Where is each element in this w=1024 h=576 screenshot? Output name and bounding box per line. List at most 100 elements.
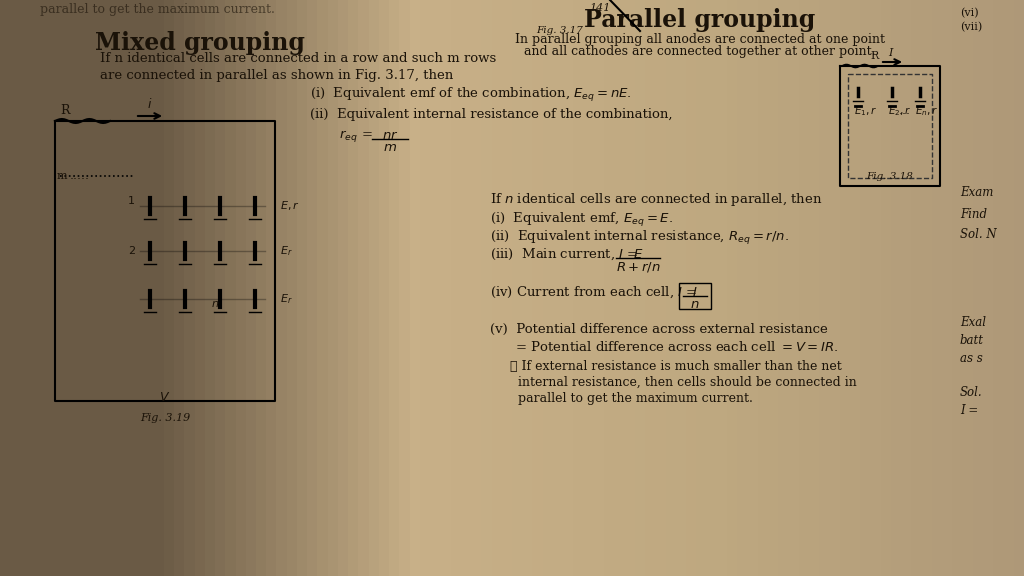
Text: $E_r$: $E_r$ xyxy=(280,244,293,258)
Bar xyxy=(287,0,297,576)
Text: Sol. N: Sol. N xyxy=(961,228,996,241)
Text: Fig. 3.19: Fig. 3.19 xyxy=(140,413,190,423)
Bar xyxy=(614,0,625,576)
Text: In parallel grouping all anodes are connected at one point: In parallel grouping all anodes are conn… xyxy=(515,33,885,46)
Text: 2: 2 xyxy=(128,246,135,256)
Text: batt: batt xyxy=(961,334,984,347)
Bar xyxy=(553,0,563,576)
Bar xyxy=(61,0,72,576)
Bar xyxy=(410,0,420,576)
Bar xyxy=(532,0,543,576)
Text: R: R xyxy=(60,104,70,117)
Bar xyxy=(41,0,51,576)
Bar xyxy=(31,0,41,576)
Text: (ii)  Equivalent internal resistance of the combination,: (ii) Equivalent internal resistance of t… xyxy=(310,108,673,121)
Bar xyxy=(276,0,287,576)
Bar xyxy=(481,0,492,576)
Text: ✓ If external resistance is much smaller than the net: ✓ If external resistance is much smaller… xyxy=(490,360,842,373)
Text: are connected in parallel as shown in Fig. 3.17, then: are connected in parallel as shown in Fi… xyxy=(100,69,454,82)
Text: (vi): (vi) xyxy=(961,8,979,18)
Bar xyxy=(399,0,410,576)
Bar xyxy=(901,0,911,576)
Bar xyxy=(686,0,696,576)
Bar xyxy=(133,0,143,576)
Text: (iii)  Main current, $I$ =: (iii) Main current, $I$ = xyxy=(490,247,638,263)
Text: I =: I = xyxy=(961,404,978,417)
Text: ·····: ····· xyxy=(70,173,90,186)
Bar xyxy=(799,0,809,576)
Bar xyxy=(225,0,236,576)
Bar xyxy=(829,0,840,576)
Text: $n$: $n$ xyxy=(211,299,219,309)
Text: R: R xyxy=(870,51,879,61)
Bar xyxy=(881,0,891,576)
Text: (i)  Equivalent emf, $E_{eq} = E.$: (i) Equivalent emf, $E_{eq} = E.$ xyxy=(490,211,673,229)
Text: (ii)  Equivalent internal resistance, $R_{eq} = r/n.$: (ii) Equivalent internal resistance, $R_… xyxy=(490,229,788,247)
Text: parallel to get the maximum current.: parallel to get the maximum current. xyxy=(40,3,274,16)
Text: parallel to get the maximum current.: parallel to get the maximum current. xyxy=(490,392,753,405)
Bar xyxy=(369,0,379,576)
Bar xyxy=(502,0,512,576)
Bar xyxy=(543,0,553,576)
Bar xyxy=(440,0,451,576)
Text: $E$: $E$ xyxy=(633,248,643,261)
Bar xyxy=(492,0,502,576)
Text: m: m xyxy=(57,171,68,181)
Bar xyxy=(1014,0,1024,576)
Text: = Potential difference across each cell $= V = IR.$: = Potential difference across each cell … xyxy=(490,340,839,354)
Bar xyxy=(973,0,983,576)
Bar xyxy=(348,0,358,576)
Bar xyxy=(338,0,348,576)
Bar xyxy=(246,0,256,576)
Text: 1: 1 xyxy=(128,196,135,206)
Text: $E_n, r$: $E_n, r$ xyxy=(915,104,939,118)
Bar xyxy=(932,0,942,576)
Text: Fig. 3.17: Fig. 3.17 xyxy=(537,26,584,35)
Bar xyxy=(205,0,215,576)
Bar xyxy=(737,0,748,576)
Bar xyxy=(236,0,246,576)
Text: $E_1, r$: $E_1, r$ xyxy=(854,104,878,118)
Bar xyxy=(942,0,952,576)
Bar xyxy=(727,0,737,576)
Text: as s: as s xyxy=(961,352,983,365)
Bar xyxy=(420,0,430,576)
Bar xyxy=(696,0,707,576)
Text: $i$: $i$ xyxy=(147,97,153,111)
Bar xyxy=(82,0,92,576)
Bar xyxy=(184,0,195,576)
Bar xyxy=(963,0,973,576)
Text: Fig. 3.18: Fig. 3.18 xyxy=(866,172,913,181)
Text: $I$: $I$ xyxy=(692,286,697,299)
Bar xyxy=(860,0,870,576)
Text: If n identical cells are connected in a row and such m rows: If n identical cells are connected in a … xyxy=(100,52,497,65)
Bar xyxy=(51,0,61,576)
Bar xyxy=(1004,0,1014,576)
Bar xyxy=(594,0,604,576)
Bar xyxy=(123,0,133,576)
Bar xyxy=(164,0,174,576)
Bar xyxy=(92,0,102,576)
Bar xyxy=(20,0,31,576)
Text: $V$: $V$ xyxy=(160,391,171,404)
Text: Exal: Exal xyxy=(961,316,986,329)
Bar xyxy=(666,0,676,576)
Bar xyxy=(840,0,850,576)
Bar xyxy=(10,0,20,576)
Bar xyxy=(870,0,881,576)
Bar xyxy=(471,0,481,576)
Bar xyxy=(922,0,932,576)
Bar xyxy=(717,0,727,576)
Text: (i)  Equivalent emf of the combination, $E_{eq} = nE.$: (i) Equivalent emf of the combination, $… xyxy=(310,86,632,104)
Bar xyxy=(297,0,307,576)
Bar xyxy=(563,0,573,576)
Bar xyxy=(748,0,758,576)
Bar xyxy=(379,0,389,576)
Text: $r_{eq}$ =: $r_{eq}$ = xyxy=(310,128,373,144)
Bar xyxy=(809,0,819,576)
Bar xyxy=(635,0,645,576)
Bar xyxy=(952,0,963,576)
Bar xyxy=(911,0,922,576)
Bar xyxy=(461,0,471,576)
Bar xyxy=(72,0,82,576)
